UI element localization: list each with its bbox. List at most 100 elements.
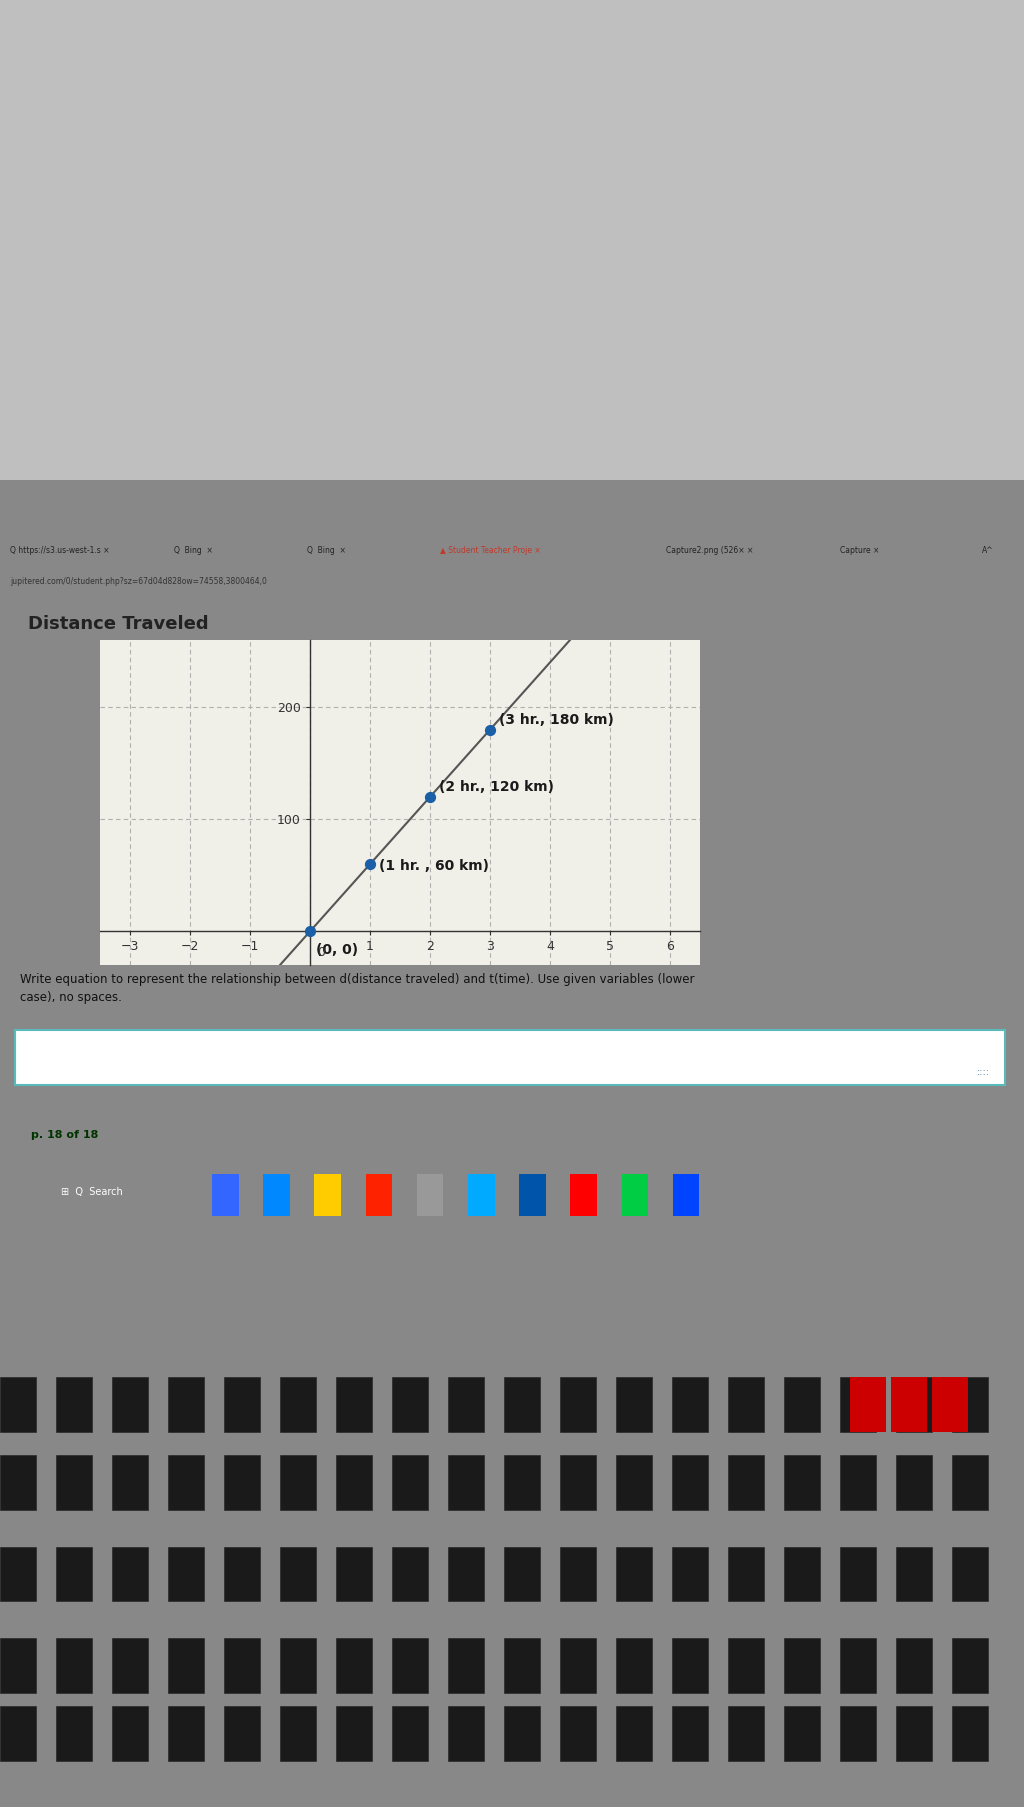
Bar — [952, 1706, 988, 1762]
Bar — [560, 1706, 596, 1762]
Bar — [504, 1547, 540, 1601]
Point — [482, 716, 499, 744]
Bar — [784, 1455, 820, 1511]
Bar — [784, 1637, 820, 1693]
Bar — [896, 1455, 932, 1511]
Bar — [112, 1547, 147, 1601]
Bar — [392, 1637, 428, 1693]
Bar — [519, 1175, 546, 1216]
Bar — [504, 1637, 540, 1693]
Bar — [281, 1706, 316, 1762]
Bar — [896, 1706, 932, 1762]
Bar — [841, 1706, 877, 1762]
Bar — [449, 1706, 484, 1762]
Text: Q https://s3.us-west-1.s ×: Q https://s3.us-west-1.s × — [10, 546, 110, 555]
Bar — [56, 1637, 92, 1693]
Text: Q  Bing  ×: Q Bing × — [307, 546, 346, 555]
Bar — [616, 1455, 652, 1511]
Bar — [616, 1706, 652, 1762]
Bar — [281, 1377, 316, 1433]
Bar — [560, 1377, 596, 1433]
Bar — [622, 1175, 648, 1216]
Text: (0, 0): (0, 0) — [316, 943, 358, 956]
Bar — [784, 1547, 820, 1601]
Bar — [728, 1455, 764, 1511]
Bar — [850, 1377, 886, 1433]
Bar — [728, 1377, 764, 1433]
Text: ⊞  Q  Search: ⊞ Q Search — [61, 1187, 123, 1196]
Bar — [560, 1547, 596, 1601]
Bar — [0, 1455, 36, 1511]
Text: Write equation to represent the relationship between d(distance traveled) and t(: Write equation to represent the relation… — [20, 974, 695, 1005]
Bar — [449, 1637, 484, 1693]
Bar — [224, 1377, 260, 1433]
Bar — [504, 1706, 540, 1762]
Bar — [392, 1455, 428, 1511]
Bar — [560, 1455, 596, 1511]
Text: Capture ×: Capture × — [840, 546, 879, 555]
Bar — [112, 1377, 147, 1433]
Bar — [392, 1377, 428, 1433]
Bar — [281, 1637, 316, 1693]
Bar — [224, 1547, 260, 1601]
Bar — [896, 1637, 932, 1693]
Bar — [728, 1547, 764, 1601]
Bar — [112, 1637, 147, 1693]
Bar — [896, 1547, 932, 1601]
Bar — [366, 1175, 392, 1216]
Point — [422, 782, 438, 811]
Bar — [449, 1377, 484, 1433]
Bar — [672, 1455, 708, 1511]
Bar — [56, 1377, 92, 1433]
Bar — [56, 1706, 92, 1762]
Bar — [468, 1175, 495, 1216]
Bar — [336, 1637, 372, 1693]
Bar — [952, 1637, 988, 1693]
Bar — [896, 1377, 932, 1433]
Bar — [673, 1175, 699, 1216]
Bar — [0, 1547, 36, 1601]
Bar — [784, 1377, 820, 1433]
Bar — [212, 1175, 239, 1216]
Text: (1 hr. , 60 km): (1 hr. , 60 km) — [379, 858, 489, 873]
Bar — [672, 1706, 708, 1762]
Bar — [168, 1547, 204, 1601]
Text: A^: A^ — [982, 546, 993, 555]
Bar — [784, 1706, 820, 1762]
Bar — [224, 1637, 260, 1693]
Bar — [841, 1377, 877, 1433]
Bar — [560, 1637, 596, 1693]
Bar — [0, 1706, 36, 1762]
Bar — [616, 1377, 652, 1433]
Bar — [168, 1637, 204, 1693]
Bar — [224, 1455, 260, 1511]
Bar — [841, 1637, 877, 1693]
Text: jupitered.com/0/student.php?sz=67d04d828ow=74558,3800464,0: jupitered.com/0/student.php?sz=67d04d828… — [10, 576, 267, 585]
Bar — [449, 1455, 484, 1511]
Bar — [168, 1377, 204, 1433]
Bar — [112, 1706, 147, 1762]
Text: Distance Traveled: Distance Traveled — [28, 614, 209, 632]
Bar — [504, 1455, 540, 1511]
Bar — [932, 1377, 968, 1433]
Text: (2 hr., 120 km): (2 hr., 120 km) — [439, 781, 554, 795]
Bar — [449, 1547, 484, 1601]
Bar — [952, 1547, 988, 1601]
Bar — [672, 1377, 708, 1433]
Bar — [336, 1706, 372, 1762]
Bar — [891, 1377, 927, 1433]
Bar — [168, 1455, 204, 1511]
Bar — [728, 1637, 764, 1693]
Text: ▲ Student Teacher Proje ×: ▲ Student Teacher Proje × — [440, 546, 541, 555]
Bar — [392, 1706, 428, 1762]
Text: p. 18 of 18: p. 18 of 18 — [31, 1129, 98, 1140]
Bar — [570, 1175, 597, 1216]
Text: ::::: :::: — [977, 1066, 990, 1077]
Bar — [0, 1377, 36, 1433]
Bar — [841, 1547, 877, 1601]
Bar — [112, 1455, 147, 1511]
Bar — [616, 1547, 652, 1601]
Bar — [314, 1175, 341, 1216]
Bar — [168, 1706, 204, 1762]
Text: (3 hr., 180 km): (3 hr., 180 km) — [499, 714, 613, 726]
